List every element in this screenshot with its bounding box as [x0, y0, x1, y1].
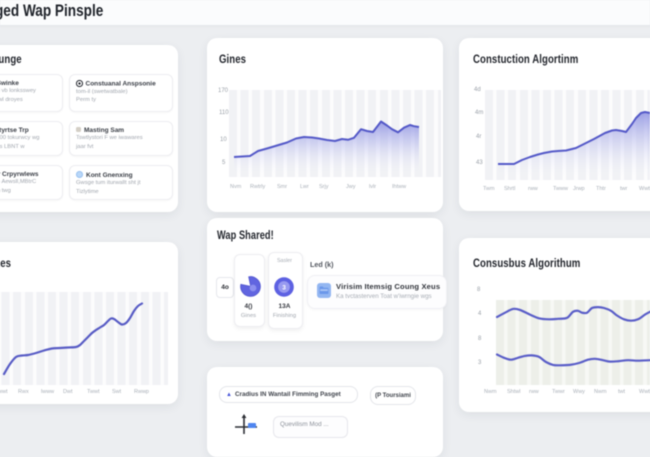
svg-text:3: 3 — [282, 284, 286, 291]
